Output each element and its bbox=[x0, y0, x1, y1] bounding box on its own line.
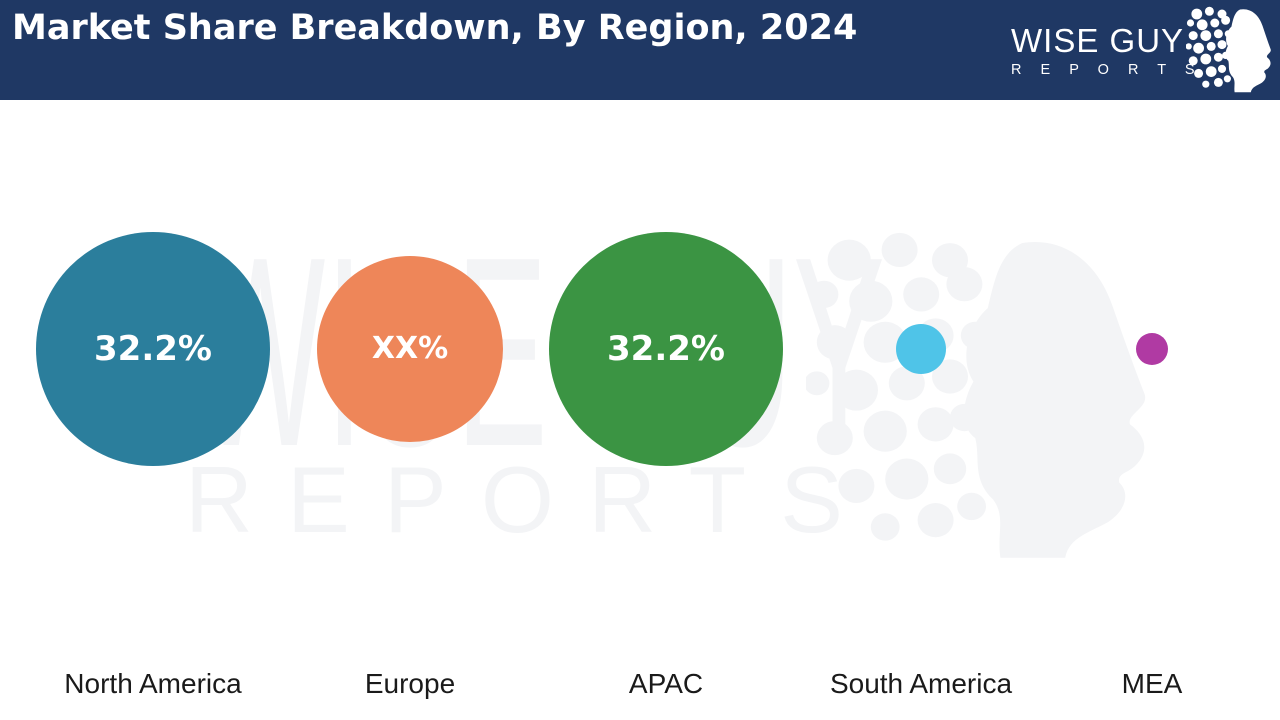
category-label-north-america: North America bbox=[64, 668, 242, 699]
bubble-europe: XX% bbox=[317, 256, 503, 442]
bubble-value-label: 32.2% bbox=[94, 329, 212, 369]
header-bar: Market Share Breakdown, By Region, 2024 … bbox=[0, 0, 1280, 100]
bubble-mea bbox=[1136, 333, 1168, 365]
brand-logo-text: WISE GUY R E P O R T S bbox=[1011, 22, 1202, 78]
brand-name: WISE GUY bbox=[1011, 22, 1185, 59]
watermark-text-reports: REPORTS bbox=[185, 447, 843, 552]
page-title: Market Share Breakdown, By Region, 2024 bbox=[12, 8, 858, 48]
category-label-south-america: South America bbox=[829, 668, 1013, 699]
bubble-value-label: 32.2% bbox=[607, 329, 725, 369]
watermark-head-icon bbox=[806, 232, 1146, 558]
bubble-south-america bbox=[896, 324, 946, 374]
category-label-europe: Europe bbox=[364, 668, 456, 699]
bubble-apac: 32.2% bbox=[549, 232, 783, 466]
brand-head-icon bbox=[1186, 4, 1276, 96]
brand-subtitle: R E P O R T S bbox=[1011, 62, 1202, 78]
brand-logo: WISE GUY R E P O R T S bbox=[1011, 3, 1276, 97]
bubble-value-label: XX% bbox=[371, 331, 449, 366]
category-label-mea: MEA bbox=[1121, 668, 1183, 699]
category-label-apac: APAC bbox=[628, 668, 704, 699]
bubble-north-america: 32.2% bbox=[36, 232, 270, 466]
chart-area: WISE GUY REPORTS 32.2% XX% 32.2% North A… bbox=[0, 100, 1280, 720]
